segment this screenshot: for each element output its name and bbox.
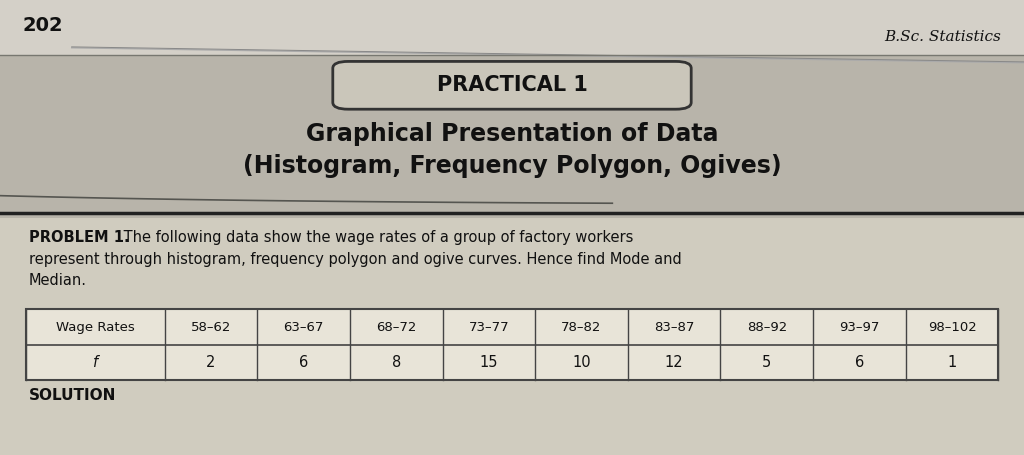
Text: Graphical Presentation of Data: Graphical Presentation of Data (306, 122, 718, 146)
Text: 8: 8 (391, 355, 400, 370)
Bar (0, 55, 1024, 218)
Text: 6: 6 (299, 355, 308, 370)
Text: 12: 12 (665, 355, 683, 370)
Text: PROBLEM 1.: PROBLEM 1. (29, 230, 129, 245)
Text: SOLUTION: SOLUTION (29, 388, 116, 403)
Text: B.Sc. Statistics: B.Sc. Statistics (885, 30, 1001, 44)
Text: 63–67: 63–67 (284, 320, 324, 334)
Text: 1: 1 (947, 355, 956, 370)
Text: 2: 2 (206, 355, 216, 370)
Bar (26, 309, 998, 380)
Text: Median.: Median. (29, 273, 87, 288)
Text: 73–77: 73–77 (469, 320, 509, 334)
Bar (0, 218, 1024, 455)
Text: 5: 5 (762, 355, 771, 370)
Text: 98–102: 98–102 (928, 320, 977, 334)
Text: 68–72: 68–72 (376, 320, 417, 334)
Text: 93–97: 93–97 (840, 320, 880, 334)
Text: (Histogram, Frequency Polygon, Ogives): (Histogram, Frequency Polygon, Ogives) (243, 154, 781, 178)
Text: 15: 15 (479, 355, 498, 370)
Text: represent through histogram, frequency polygon and ogive curves. Hence find Mode: represent through histogram, frequency p… (29, 252, 681, 267)
Text: 6: 6 (855, 355, 864, 370)
Text: 10: 10 (572, 355, 591, 370)
Text: 58–62: 58–62 (190, 320, 231, 334)
Text: 202: 202 (23, 15, 63, 35)
FancyBboxPatch shape (333, 61, 691, 109)
Text: PRACTICAL 1: PRACTICAL 1 (436, 76, 588, 95)
Text: 88–92: 88–92 (746, 320, 786, 334)
Text: 83–87: 83–87 (654, 320, 694, 334)
Text: 78–82: 78–82 (561, 320, 602, 334)
Text: The following data show the wage rates of a group of factory workers: The following data show the wage rates o… (119, 230, 633, 245)
Text: Wage Rates: Wage Rates (55, 320, 134, 334)
Text: f: f (92, 355, 97, 370)
Bar (0, 0, 1024, 55)
